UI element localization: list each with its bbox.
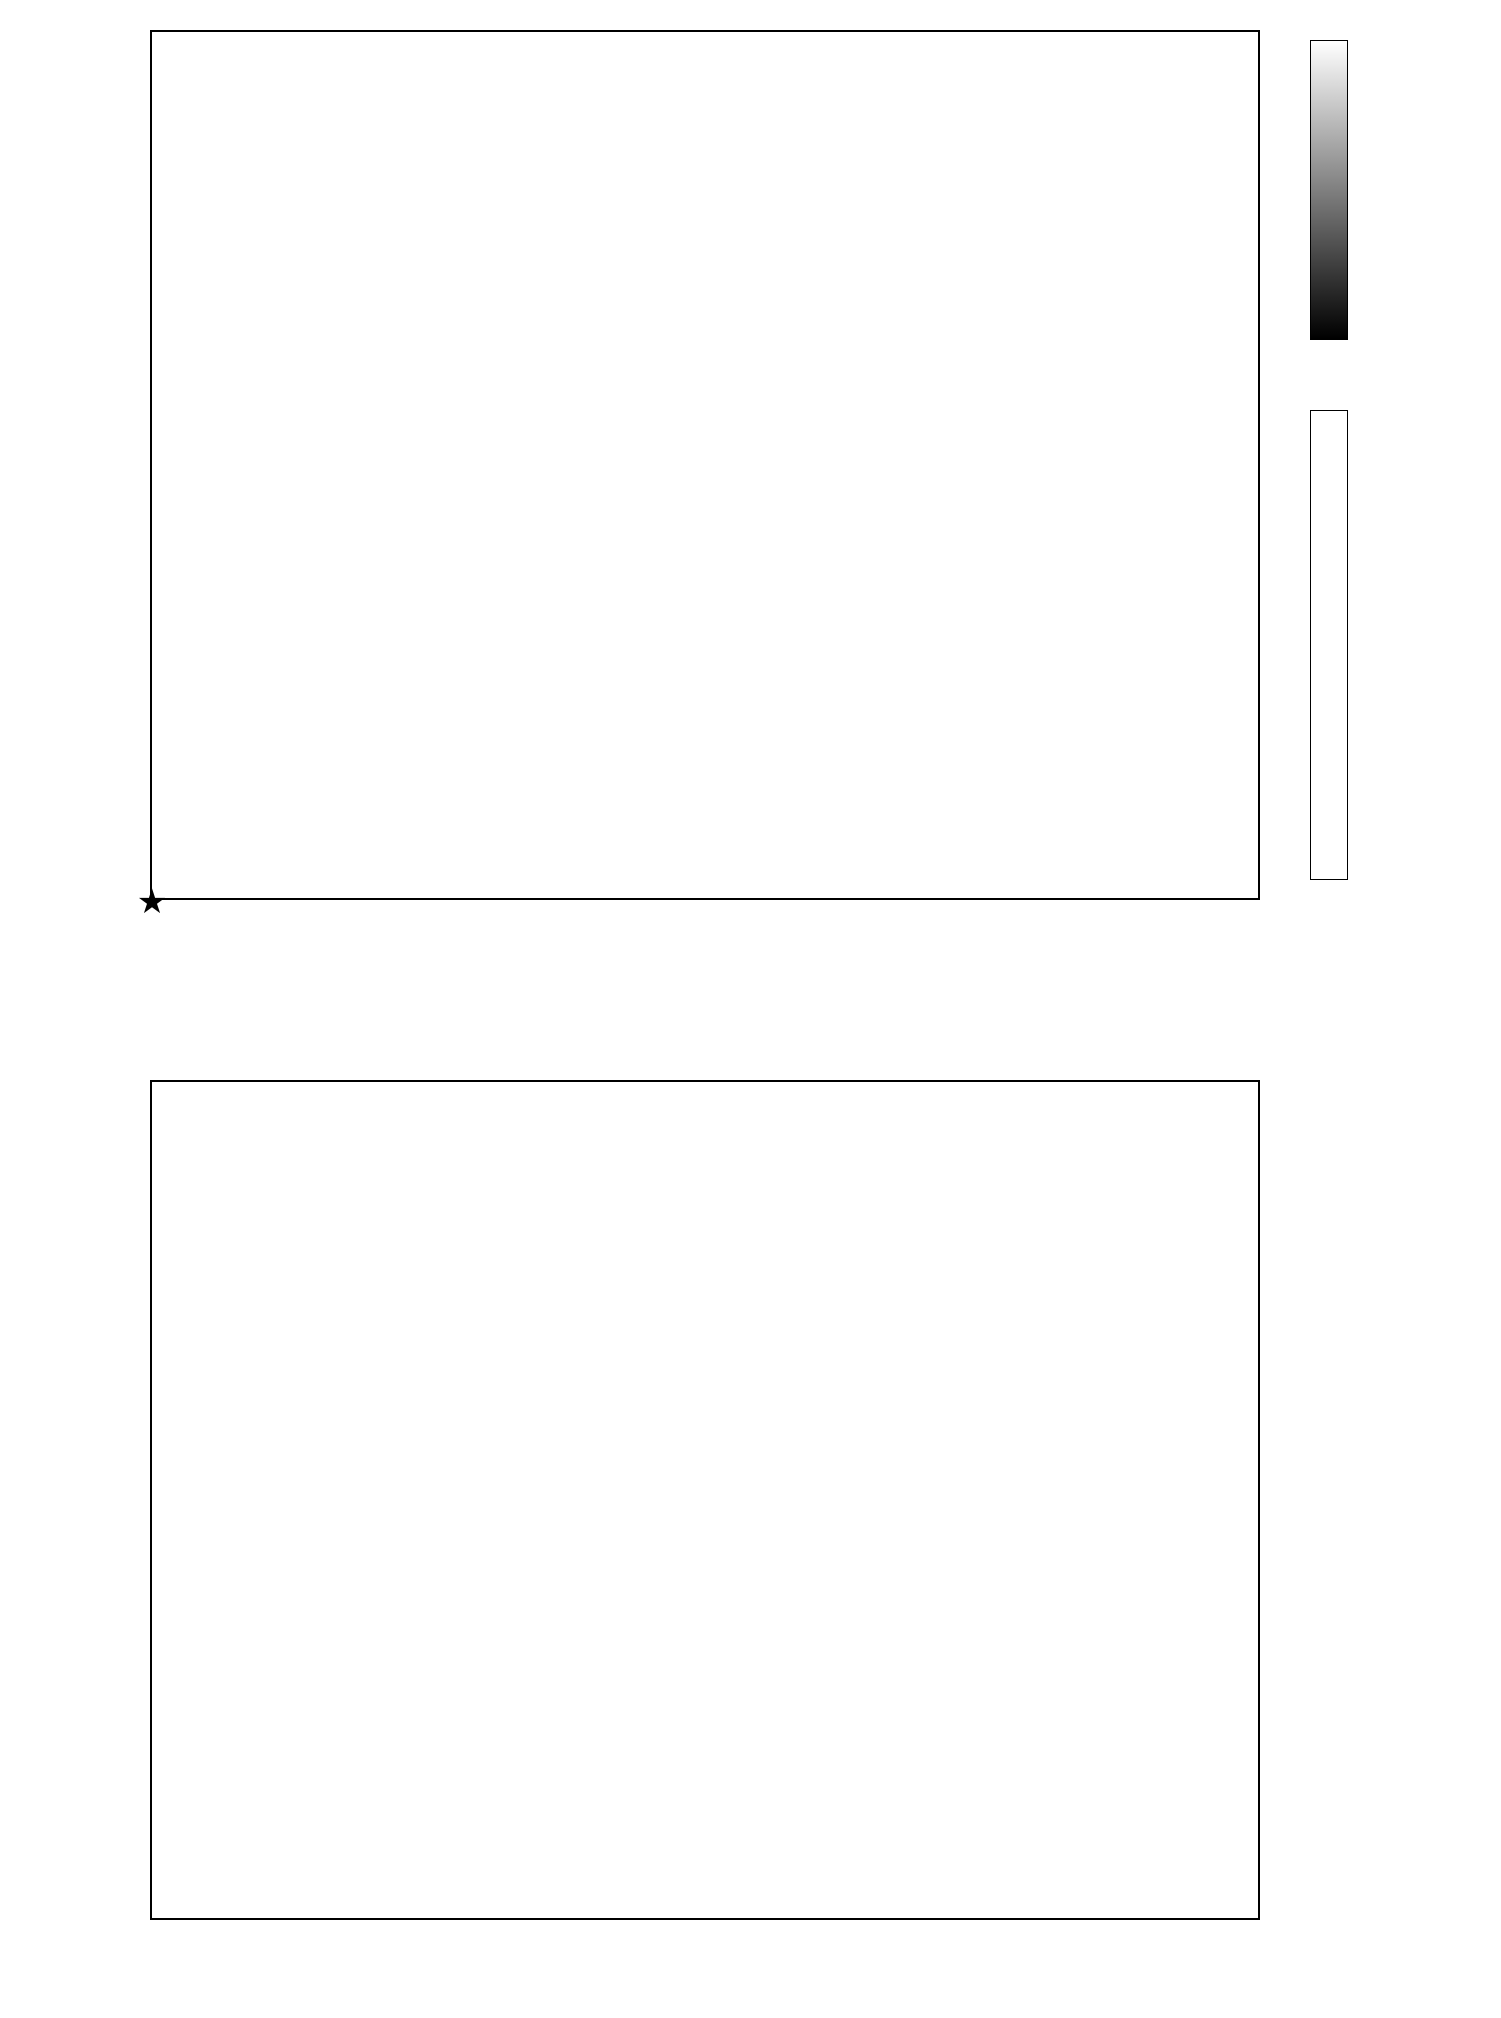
star-marker: ★ bbox=[137, 882, 167, 922]
colorbar-vpot bbox=[1310, 40, 1348, 340]
colorbar-periodicity bbox=[1310, 410, 1348, 880]
panel-a-plot: ★ bbox=[150, 30, 1260, 900]
figure-root: ★ bbox=[0, 0, 1501, 2018]
panel-a-svg bbox=[152, 32, 1262, 902]
panel-b-plot bbox=[150, 1080, 1260, 1920]
panel-b-svg bbox=[152, 1082, 1262, 1922]
